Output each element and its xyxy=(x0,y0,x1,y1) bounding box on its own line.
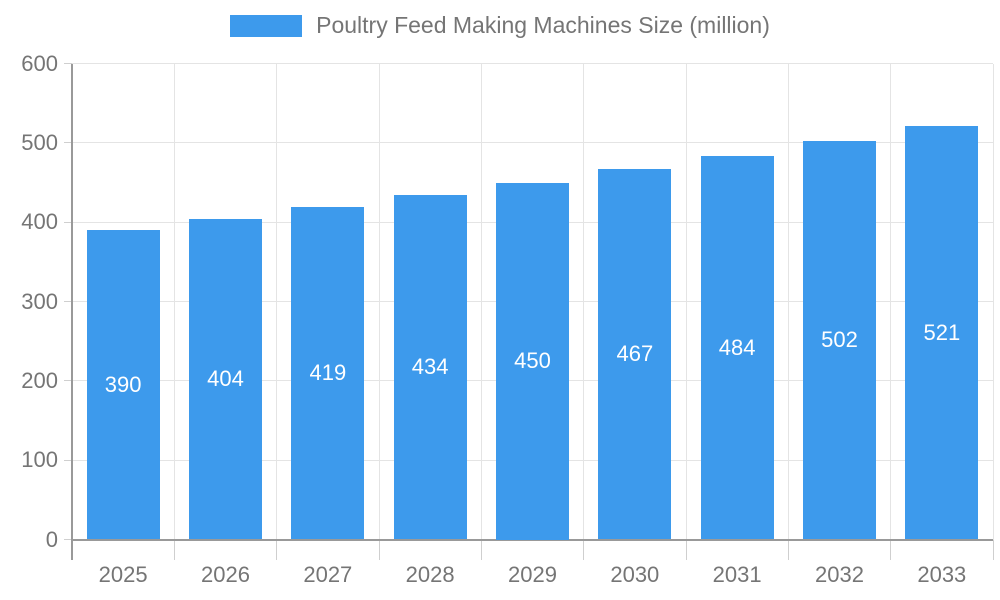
x-axis-tick-label: 2032 xyxy=(815,561,864,587)
x-gridline xyxy=(378,63,380,540)
x-gridline xyxy=(480,63,482,540)
x-tick xyxy=(992,539,994,560)
x-gridline xyxy=(787,63,789,540)
y-axis-line xyxy=(71,63,73,560)
y-tick xyxy=(64,539,72,540)
y-axis-tick-label: 400 xyxy=(21,209,58,235)
y-tick xyxy=(64,380,72,382)
x-axis-tick-label: 2030 xyxy=(610,561,660,587)
y-tick xyxy=(64,63,72,64)
bar-2025[interactable] xyxy=(86,230,160,540)
x-tick xyxy=(173,539,175,560)
x-tick xyxy=(583,539,585,560)
x-gridline xyxy=(173,63,175,540)
x-axis-tick-label: 2029 xyxy=(508,561,557,587)
bar-2030[interactable] xyxy=(598,169,672,540)
y-tick xyxy=(64,459,72,461)
x-gridline xyxy=(890,63,892,540)
y-tick xyxy=(64,221,72,223)
x-tick xyxy=(685,539,687,560)
y-axis-tick-label: 600 xyxy=(21,50,58,76)
x-axis-tick-label: 2025 xyxy=(98,561,148,587)
x-gridline xyxy=(685,63,687,540)
y-axis-tick-label: 0 xyxy=(45,526,58,552)
x-gridline xyxy=(583,63,585,540)
x-tick xyxy=(890,539,892,560)
bar-2029[interactable] xyxy=(496,182,569,540)
x-gridline xyxy=(992,63,994,540)
x-axis-tick-label: 2028 xyxy=(405,561,455,587)
legend-label: Poultry Feed Making Machines Size (milli… xyxy=(316,12,770,38)
x-axis-tick-label: 2026 xyxy=(201,561,250,587)
x-gridline xyxy=(276,63,278,540)
chart-legend[interactable]: Poultry Feed Making Machines Size (milli… xyxy=(0,14,1000,37)
y-axis-tick-label: 500 xyxy=(21,129,58,155)
bar-2028[interactable] xyxy=(393,195,467,540)
x-axis-tick-label: 2031 xyxy=(712,561,762,587)
y-gridline xyxy=(72,142,993,144)
y-tick xyxy=(64,301,72,302)
bar-2032[interactable] xyxy=(803,141,876,540)
x-tick xyxy=(378,539,380,560)
x-tick xyxy=(276,539,278,560)
y-tick xyxy=(64,142,72,144)
y-axis-tick-label: 200 xyxy=(21,367,58,393)
bar-2027[interactable] xyxy=(291,207,365,540)
y-axis-tick-label: 300 xyxy=(21,288,58,314)
y-gridline xyxy=(72,63,993,64)
bar-2026[interactable] xyxy=(189,218,262,540)
x-axis-tick-label: 2027 xyxy=(303,561,353,587)
x-tick xyxy=(787,539,789,560)
x-axis-line xyxy=(72,538,993,541)
legend-swatch-icon xyxy=(230,14,303,37)
bar-2033[interactable] xyxy=(905,126,979,540)
bar-2031[interactable] xyxy=(700,155,774,540)
x-tick xyxy=(480,539,482,560)
x-axis-tick-label: 2033 xyxy=(917,561,967,587)
y-axis-tick-label: 100 xyxy=(21,447,58,473)
